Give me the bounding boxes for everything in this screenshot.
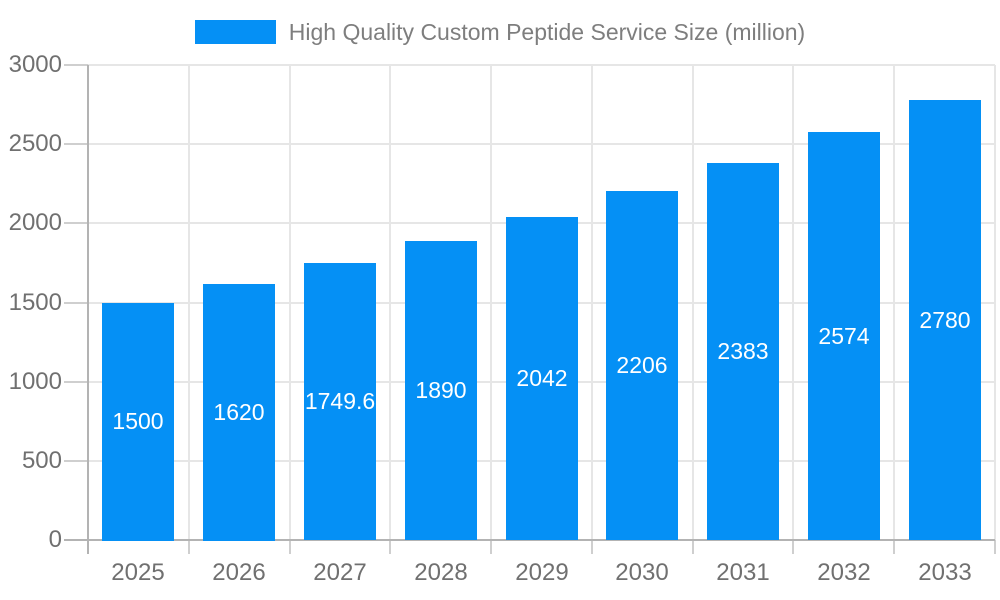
x-axis-tick-label: 2031 [716,559,770,586]
bar[interactable] [203,284,275,541]
y-axis-tick [64,302,88,304]
bar[interactable] [808,132,880,540]
y-axis-tick-label: 1500 [8,289,62,316]
bar[interactable] [506,217,578,540]
y-axis-tick [64,143,88,145]
gridline-vertical [591,65,593,540]
x-axis-tick [289,540,291,554]
gridline-vertical [692,65,694,540]
y-axis-line [87,65,89,554]
bar-value-label: 1890 [415,377,467,403]
y-axis-tick-label: 500 [21,447,62,474]
bar[interactable] [405,241,477,540]
y-axis-tick-label: 2500 [8,130,62,157]
bar[interactable] [304,263,376,540]
y-axis-tick-label: 3000 [8,51,62,78]
legend[interactable]: High Quality Custom Peptide Service Size… [0,14,1000,50]
bar[interactable] [909,100,981,540]
bar-value-label: 2206 [616,352,668,378]
bar[interactable] [707,163,779,540]
x-axis-line [64,539,995,541]
bar[interactable] [606,191,678,540]
x-axis-tick-label: 2029 [515,559,569,586]
x-axis-tick-label: 2027 [313,559,367,586]
gridline-horizontal [88,64,995,66]
y-axis-tick [64,381,88,383]
bar-value-label: 2042 [516,365,568,391]
gridline-vertical [893,65,895,540]
gridline-vertical [792,65,794,540]
x-axis-tick [389,540,391,554]
x-axis-tick [994,540,996,554]
y-axis-tick-label: 1000 [8,368,62,395]
y-axis-tick [64,460,88,462]
x-axis-tick [893,540,895,554]
gridline-vertical [490,65,492,540]
gridline-vertical [389,65,391,540]
bar-value-label: 2780 [919,307,971,333]
y-axis-tick [64,64,88,66]
y-axis-tick-label: 2000 [8,209,62,236]
y-axis-tick [64,222,88,224]
gridline-vertical [994,65,996,540]
x-axis-tick [591,540,593,554]
x-axis-tick [692,540,694,554]
x-axis-tick-label: 2026 [212,559,266,586]
bar-value-label: 2383 [717,338,769,364]
bar-value-label: 1500 [112,408,164,434]
gridline-vertical [188,65,190,540]
bar[interactable] [102,303,174,541]
legend-label: High Quality Custom Peptide Service Size… [288,19,806,45]
x-axis-tick-label: 2033 [918,559,972,586]
x-axis-tick-label: 2030 [615,559,669,586]
x-axis-tick-label: 2028 [414,559,468,586]
y-axis-tick-label: 0 [48,526,62,553]
x-axis-tick [490,540,492,554]
bar-value-label: 2574 [818,323,870,349]
x-axis-tick-label: 2032 [817,559,871,586]
x-axis-tick [188,540,190,554]
gridline-vertical [289,65,291,540]
bar-value-label: 1749.6 [304,388,376,414]
legend-swatch [194,20,276,44]
gridline-horizontal [88,143,995,145]
x-axis-tick [792,540,794,554]
bar-value-label: 1620 [213,399,265,425]
x-axis-tick-label: 2025 [111,559,165,586]
